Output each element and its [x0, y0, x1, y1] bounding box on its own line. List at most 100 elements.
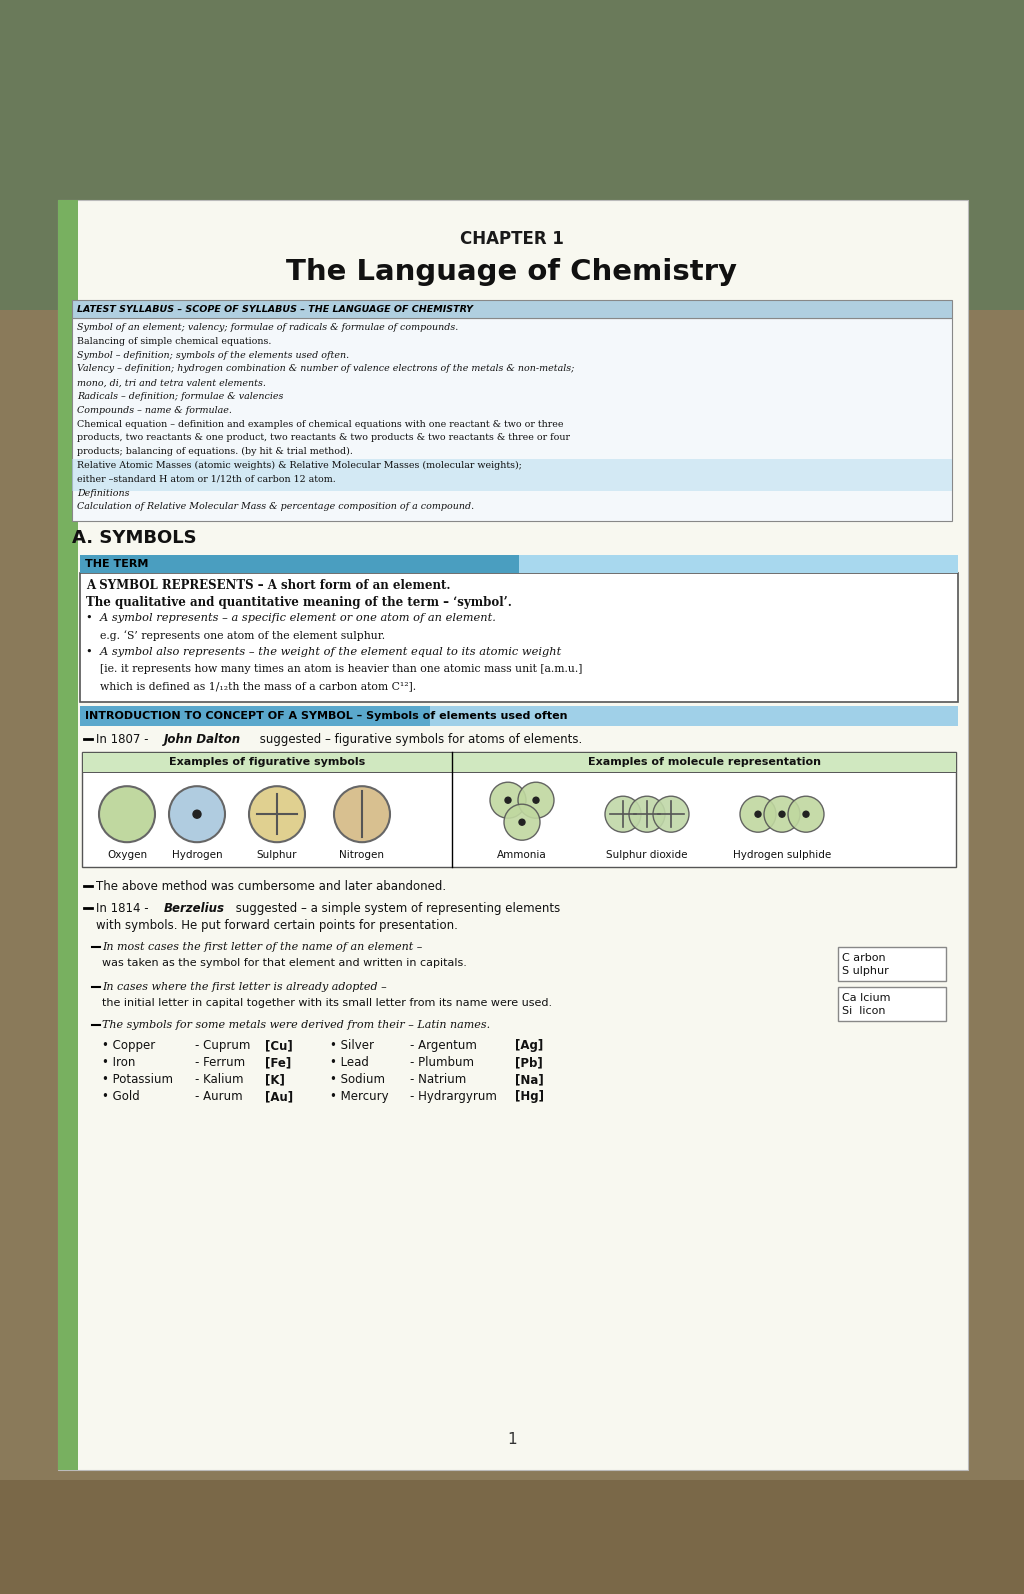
Circle shape: [334, 786, 390, 842]
Text: • Sodium: • Sodium: [330, 1073, 385, 1086]
Bar: [430, 706, 958, 727]
Circle shape: [193, 810, 201, 818]
Text: - Aurum: - Aurum: [195, 1090, 243, 1103]
Text: Ca lcium: Ca lcium: [842, 993, 891, 1003]
Text: The Language of Chemistry: The Language of Chemistry: [287, 258, 737, 285]
Text: S ulphur: S ulphur: [842, 966, 889, 976]
Text: Sulphur dioxide: Sulphur dioxide: [606, 850, 688, 861]
Circle shape: [740, 795, 776, 832]
Text: INTRODUCTION TO CONCEPT OF A SYMBOL – Symbols of elements used often: INTRODUCTION TO CONCEPT OF A SYMBOL – Sy…: [85, 711, 567, 720]
Bar: [80, 574, 958, 703]
Circle shape: [99, 786, 155, 842]
Text: the initial letter in capital together with its small letter from its name were : the initial letter in capital together w…: [102, 998, 552, 1007]
Text: The symbols for some metals were derived from their – Latin names.: The symbols for some metals were derived…: [102, 1020, 490, 1030]
Bar: [838, 987, 946, 1022]
Circle shape: [788, 795, 824, 832]
Text: Relative Atomic Masses (atomic weights) & Relative Molecular Masses (molecular w: Relative Atomic Masses (atomic weights) …: [77, 461, 522, 470]
Text: Hydrogen sulphide: Hydrogen sulphide: [733, 850, 831, 861]
Circle shape: [779, 811, 785, 818]
Bar: [452, 752, 956, 771]
Text: A SYMBOL REPRESENTS – A short form of an element.: A SYMBOL REPRESENTS – A short form of an…: [86, 579, 451, 593]
Text: - Ferrum: - Ferrum: [195, 1057, 245, 1070]
Text: • Silver: • Silver: [330, 1039, 374, 1052]
Text: - Plumbum: - Plumbum: [410, 1057, 474, 1070]
Text: suggested – a simple system of representing elements: suggested – a simple system of represent…: [232, 902, 560, 915]
Text: Balancing of simple chemical equations.: Balancing of simple chemical equations.: [77, 336, 271, 346]
Text: A. SYMBOLS: A. SYMBOLS: [72, 529, 197, 547]
Bar: [72, 317, 952, 521]
Circle shape: [505, 797, 511, 803]
Text: 1: 1: [507, 1433, 517, 1447]
Circle shape: [629, 795, 665, 832]
Text: suggested – figurative symbols for atoms of elements.: suggested – figurative symbols for atoms…: [256, 733, 583, 746]
Text: In 1807 -: In 1807 -: [96, 733, 153, 746]
Text: Sulphur: Sulphur: [257, 850, 297, 861]
Text: mono, di, tri and tetra valent elements.: mono, di, tri and tetra valent elements.: [77, 378, 266, 387]
Text: with symbols. He put forward certain points for presentation.: with symbols. He put forward certain poi…: [96, 918, 458, 932]
Circle shape: [534, 797, 539, 803]
Text: CHAPTER 1: CHAPTER 1: [460, 230, 564, 249]
Circle shape: [755, 811, 761, 818]
Bar: [58, 199, 78, 1470]
Text: C arbon: C arbon: [842, 953, 886, 963]
Text: • Iron: • Iron: [102, 1057, 135, 1070]
Bar: [80, 555, 958, 574]
Bar: [82, 752, 956, 867]
Text: Symbol of an element; valency; formulae of radicals & formulae of compounds.: Symbol of an element; valency; formulae …: [77, 324, 459, 332]
Text: Definitions: Definitions: [77, 489, 129, 497]
Text: Hydrogen: Hydrogen: [172, 850, 222, 861]
Circle shape: [169, 786, 225, 842]
Text: e.g. ‘S’ represents one atom of the element sulphur.: e.g. ‘S’ represents one atom of the elem…: [86, 630, 385, 641]
Text: which is defined as 1/₁₂th the mass of a carbon atom C¹²].: which is defined as 1/₁₂th the mass of a…: [86, 681, 416, 692]
Text: • Mercury: • Mercury: [330, 1090, 389, 1103]
Circle shape: [518, 783, 554, 818]
Text: • Gold: • Gold: [102, 1090, 139, 1103]
Text: In 1814 -: In 1814 -: [96, 902, 153, 915]
Text: LATEST SYLLABUS – SCOPE OF SYLLABUS – THE LANGUAGE OF CHEMISTRY: LATEST SYLLABUS – SCOPE OF SYLLABUS – TH…: [77, 304, 473, 314]
Text: [Fe]: [Fe]: [265, 1057, 291, 1070]
Text: products, two reactants & one product, two reactants & two products & two reacta: products, two reactants & one product, t…: [77, 434, 570, 443]
Text: Nitrogen: Nitrogen: [340, 850, 384, 861]
Text: Chemical equation – definition and examples of chemical equations with one react: Chemical equation – definition and examp…: [77, 419, 563, 429]
Bar: [519, 555, 958, 574]
Text: was taken as the symbol for that element and written in capitals.: was taken as the symbol for that element…: [102, 958, 467, 968]
Text: [Pb]: [Pb]: [515, 1057, 543, 1070]
Bar: [0, 1479, 1024, 1594]
Text: Oxygen: Oxygen: [106, 850, 147, 861]
Bar: [82, 752, 452, 771]
Text: - Kalium: - Kalium: [195, 1073, 244, 1086]
Text: •  A symbol represents – a specific element or one atom of an element.: • A symbol represents – a specific eleme…: [86, 614, 496, 623]
Text: Ammonia: Ammonia: [497, 850, 547, 861]
Text: - Natrium: - Natrium: [410, 1073, 466, 1086]
Text: THE TERM: THE TERM: [85, 559, 148, 569]
Text: In cases where the first letter is already adopted –: In cases where the first letter is alrea…: [102, 982, 387, 991]
Text: Compounds – name & formulae.: Compounds – name & formulae.: [77, 406, 231, 414]
Text: Radicals – definition; formulae & valencies: Radicals – definition; formulae & valenc…: [77, 392, 284, 402]
Circle shape: [490, 783, 526, 818]
Text: Si  licon: Si licon: [842, 1006, 886, 1017]
Bar: [0, 0, 1024, 309]
Circle shape: [764, 795, 800, 832]
Text: Berzelius: Berzelius: [164, 902, 225, 915]
Text: In most cases the first letter of the name of an element –: In most cases the first letter of the na…: [102, 942, 422, 952]
Text: - Hydrargyrum: - Hydrargyrum: [410, 1090, 497, 1103]
Text: •  A symbol also represents – the weight of the element equal to its atomic weig: • A symbol also represents – the weight …: [86, 647, 561, 657]
Circle shape: [803, 811, 809, 818]
Text: [Na]: [Na]: [515, 1073, 544, 1086]
Text: [Ag]: [Ag]: [515, 1039, 544, 1052]
Text: [Cu]: [Cu]: [265, 1039, 293, 1052]
Text: • Potassium: • Potassium: [102, 1073, 173, 1086]
Circle shape: [519, 819, 525, 826]
Text: products; balancing of equations. (by hit & trial method).: products; balancing of equations. (by hi…: [77, 448, 353, 456]
Bar: [80, 706, 958, 727]
Text: Examples of figurative symbols: Examples of figurative symbols: [169, 757, 366, 767]
Text: [Au]: [Au]: [265, 1090, 293, 1103]
Text: Examples of molecule representation: Examples of molecule representation: [588, 757, 820, 767]
Text: John Dalton: John Dalton: [164, 733, 241, 746]
Circle shape: [653, 795, 689, 832]
Text: - Argentum: - Argentum: [410, 1039, 477, 1052]
Bar: [72, 459, 952, 491]
Text: The above method was cumbersome and later abandoned.: The above method was cumbersome and late…: [96, 880, 446, 893]
Text: [K]: [K]: [265, 1073, 285, 1086]
Text: - Cuprum: - Cuprum: [195, 1039, 251, 1052]
